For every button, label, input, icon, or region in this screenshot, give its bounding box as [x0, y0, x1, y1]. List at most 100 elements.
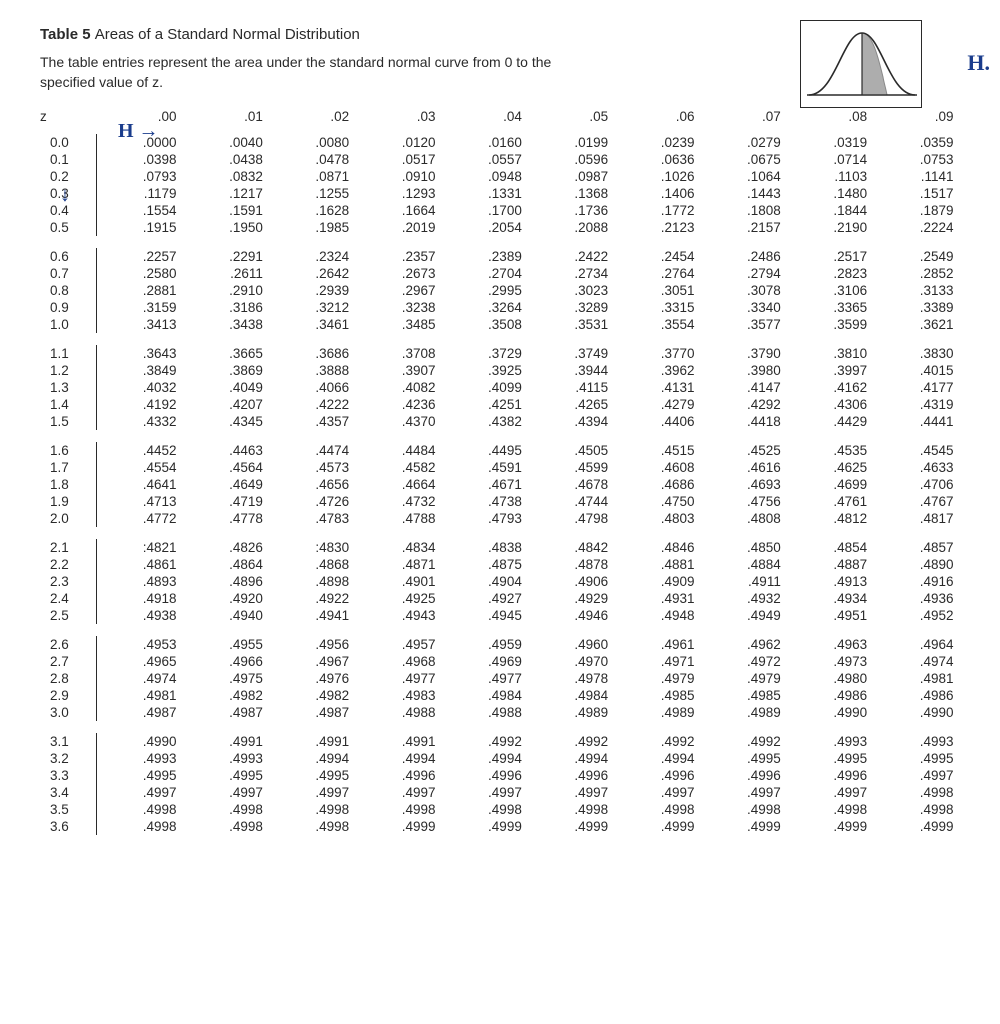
- table-row: 1.9.4713.4719.4726.4732.4738.4744.4750.4…: [40, 493, 960, 510]
- z-value-cell: .4997: [269, 784, 355, 801]
- z-value-cell: .4998: [269, 801, 355, 818]
- z-row-label: 1.6: [40, 442, 96, 459]
- z-value-cell: .4545: [873, 442, 959, 459]
- z-value-cell: .4265: [528, 396, 614, 413]
- z-value-cell: .4993: [96, 750, 182, 767]
- z-value-cell: .3830: [873, 345, 959, 362]
- header-row: z .00.01.02.03.04.05.06.07.08.09: [40, 108, 960, 134]
- z-row-label: 1.3: [40, 379, 96, 396]
- z-value-cell: .4973: [787, 653, 873, 670]
- z-value-cell: .3508: [442, 316, 528, 333]
- z-value-cell: .4980: [787, 670, 873, 687]
- table-row: 3.0.4987.4987.4987.4988.4988.4989.4989.4…: [40, 704, 960, 721]
- z-row-label: 1.9: [40, 493, 96, 510]
- z-value-cell: .4994: [355, 750, 441, 767]
- z-value-cell: .4875: [442, 556, 528, 573]
- z-value-cell: .0398: [96, 151, 182, 168]
- z-value-cell: .4591: [442, 459, 528, 476]
- z-value-cell: .4996: [787, 767, 873, 784]
- z-row-label: 2.8: [40, 670, 96, 687]
- z-row-label: 1.5: [40, 413, 96, 430]
- z-value-cell: .4989: [701, 704, 787, 721]
- handwritten-z-down: ↓: [60, 184, 70, 207]
- z-value-cell: .4641: [96, 476, 182, 493]
- z-value-cell: .3599: [787, 316, 873, 333]
- z-value-cell: .4732: [355, 493, 441, 510]
- handwritten-h-arrow: H →: [118, 120, 159, 143]
- z-value-cell: .1255: [269, 185, 355, 202]
- z-row-label: 2.4: [40, 590, 96, 607]
- table-row: 0.0.0000.0040.0080.0120.0160.0199.0239.0…: [40, 134, 960, 151]
- z-value-cell: .3289: [528, 299, 614, 316]
- table-row: 1.3.4032.4049.4066.4082.4099.4115.4131.4…: [40, 379, 960, 396]
- z-value-cell: .4706: [873, 476, 959, 493]
- z-value-cell: .1406: [614, 185, 700, 202]
- z-value-cell: .4857: [873, 539, 959, 556]
- z-value-cell: .4995: [873, 750, 959, 767]
- z-value-cell: .4049: [183, 379, 269, 396]
- z-value-cell: .4162: [787, 379, 873, 396]
- table-title: Table 5 Areas of a Standard Normal Distr…: [40, 26, 780, 43]
- z-value-cell: .1026: [614, 168, 700, 185]
- z-value-cell: .4993: [787, 733, 873, 750]
- z-value-cell: .2291: [183, 248, 269, 265]
- z-value-cell: .1554: [96, 202, 182, 219]
- z-value-cell: .4997: [96, 784, 182, 801]
- z-value-cell: .4997: [355, 784, 441, 801]
- z-value-cell: .4989: [614, 704, 700, 721]
- table-row: 3.2.4993.4993.4994.4994.4994.4994.4994.4…: [40, 750, 960, 767]
- z-value-cell: .4969: [442, 653, 528, 670]
- z-value-cell: .3461: [269, 316, 355, 333]
- z-value-cell: .4535: [787, 442, 873, 459]
- handwritten-h-side: H.: [967, 50, 990, 76]
- z-value-cell: .4999: [355, 818, 441, 835]
- z-value-cell: .4474: [269, 442, 355, 459]
- z-value-cell: .0438: [183, 151, 269, 168]
- z-value-cell: .1879: [873, 202, 959, 219]
- z-value-cell: :4821: [96, 539, 182, 556]
- table-row: 2.5.4938.4940.4941.4943.4945.4946.4948.4…: [40, 607, 960, 624]
- z-value-cell: .2823: [787, 265, 873, 282]
- z-row-label: 3.3: [40, 767, 96, 784]
- z-row-label: 2.5: [40, 607, 96, 624]
- z-value-cell: .4998: [873, 784, 959, 801]
- z-value-cell: .4345: [183, 413, 269, 430]
- z-value-cell: .3186: [183, 299, 269, 316]
- z-value-cell: .4929: [528, 590, 614, 607]
- z-row-label: 0.8: [40, 282, 96, 299]
- z-value-cell: .4370: [355, 413, 441, 430]
- z-value-cell: .4812: [787, 510, 873, 527]
- z-value-cell: .4996: [614, 767, 700, 784]
- z-value-cell: .4957: [355, 636, 441, 653]
- table-row: 0.6.2257.2291.2324.2357.2389.2422.2454.2…: [40, 248, 960, 265]
- z-value-cell: .4990: [873, 704, 959, 721]
- z-value-cell: .2881: [96, 282, 182, 299]
- z-value-cell: .3365: [787, 299, 873, 316]
- z-value-cell: .4964: [873, 636, 959, 653]
- z-row-label: 0.1: [40, 151, 96, 168]
- z-value-cell: .4997: [183, 784, 269, 801]
- z-value-cell: .4554: [96, 459, 182, 476]
- z-value-cell: .4772: [96, 510, 182, 527]
- z-value-cell: .0040: [183, 134, 269, 151]
- z-value-cell: .2088: [528, 219, 614, 236]
- z-value-cell: .2123: [614, 219, 700, 236]
- z-value-cell: .4998: [528, 801, 614, 818]
- z-value-cell: .4699: [787, 476, 873, 493]
- z-value-cell: .4922: [269, 590, 355, 607]
- z-value-cell: .4987: [183, 704, 269, 721]
- z-value-cell: .4996: [701, 767, 787, 784]
- z-value-cell: .4991: [183, 733, 269, 750]
- z-value-cell: .4608: [614, 459, 700, 476]
- z-value-cell: .4972: [701, 653, 787, 670]
- z-value-cell: .4999: [787, 818, 873, 835]
- z-value-cell: .3770: [614, 345, 700, 362]
- z-value-cell: .4981: [96, 687, 182, 704]
- table-row: 0.1.0398.0438.0478.0517.0557.0596.0636.0…: [40, 151, 960, 168]
- z-value-cell: .4761: [787, 493, 873, 510]
- z-value-cell: .4798: [528, 510, 614, 527]
- z-value-cell: .0199: [528, 134, 614, 151]
- z-value-cell: .4992: [701, 733, 787, 750]
- z-value-cell: .4994: [442, 750, 528, 767]
- z-value-cell: .4994: [269, 750, 355, 767]
